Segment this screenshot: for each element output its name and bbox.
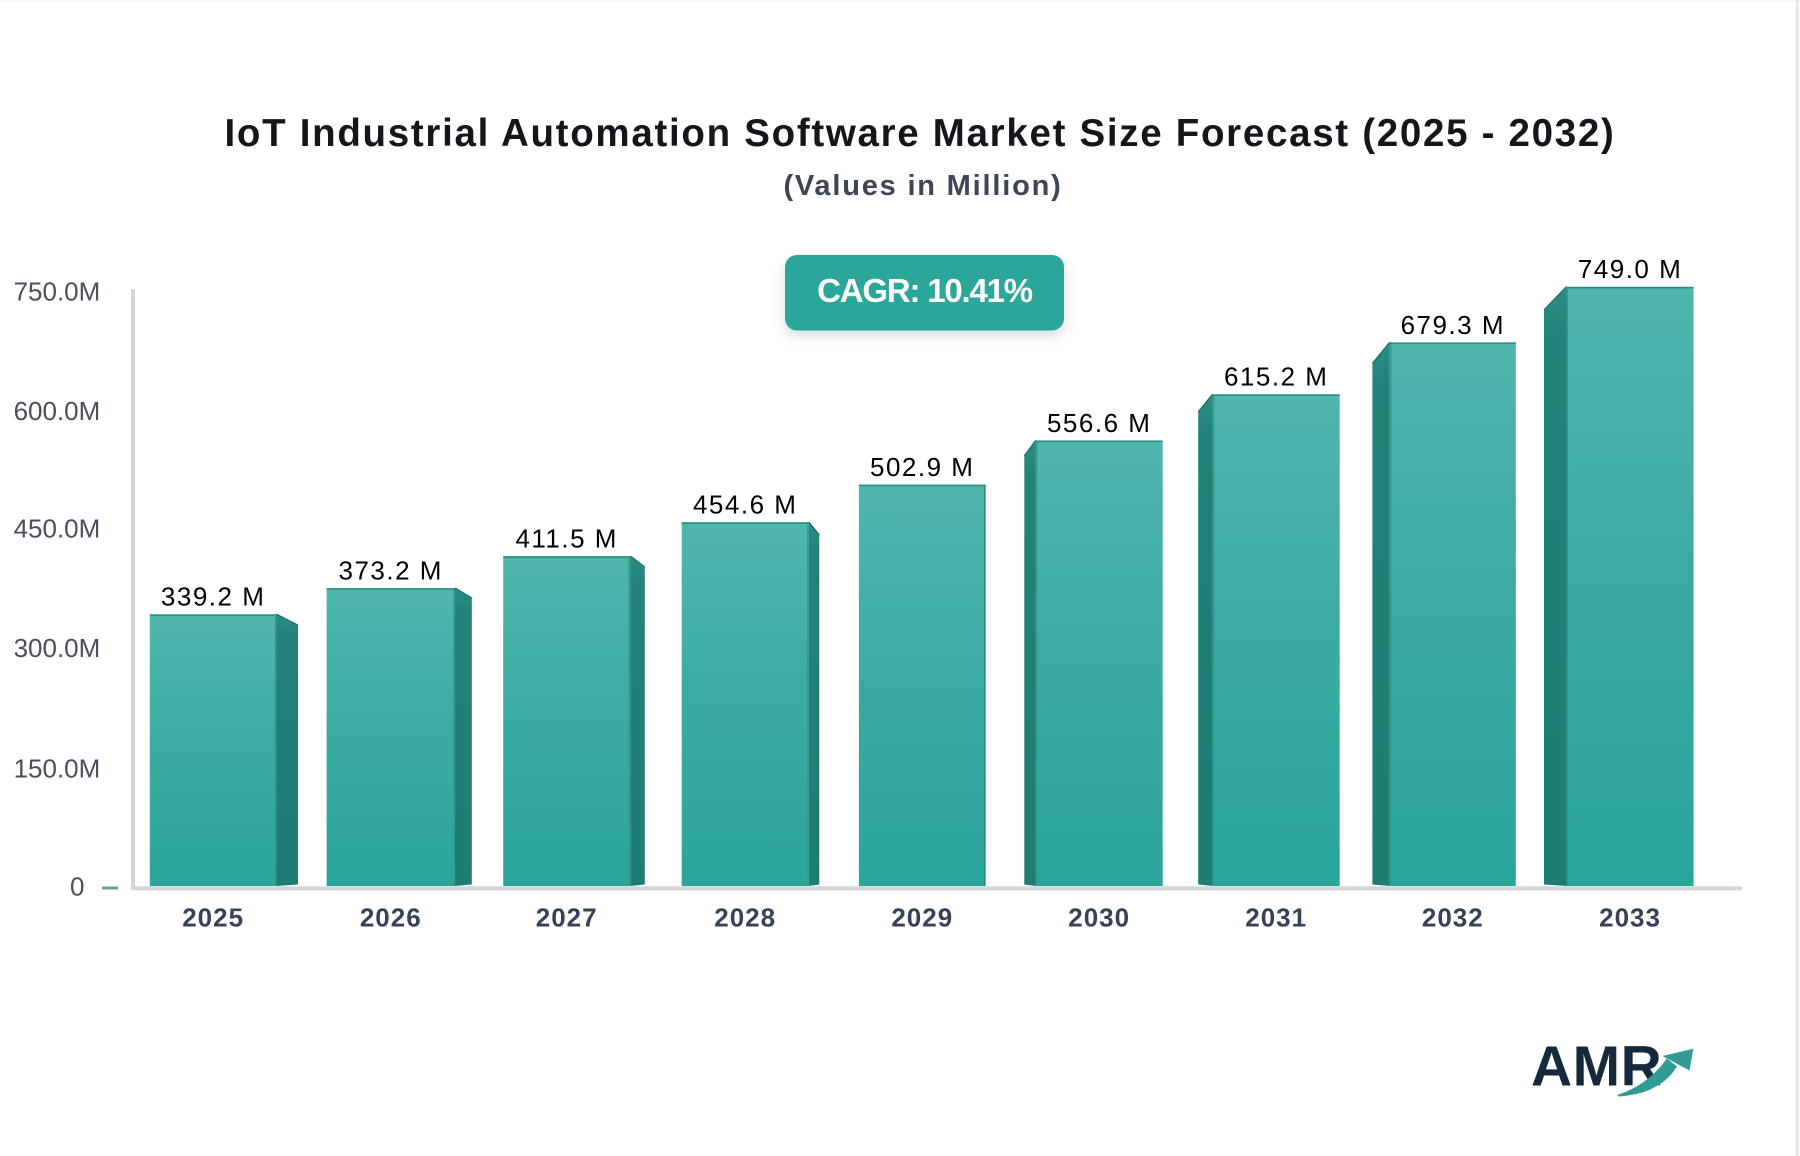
svg-text:750.0M: 750.0M xyxy=(14,276,101,306)
svg-text:749.0 M: 749.0 M xyxy=(1578,254,1682,284)
svg-text:2025: 2025 xyxy=(182,903,244,933)
svg-text:2032: 2032 xyxy=(1422,903,1484,933)
svg-text:339.2 M: 339.2 M xyxy=(161,582,265,612)
svg-text:2030: 2030 xyxy=(1068,903,1130,933)
svg-text:2026: 2026 xyxy=(360,903,422,933)
svg-text:IoT Industrial Automation Soft: IoT Industrial Automation Software Marke… xyxy=(225,112,1616,155)
svg-text:CAGR: 10.41%: CAGR: 10.41% xyxy=(817,272,1033,309)
svg-text:300.0M: 300.0M xyxy=(14,633,101,663)
svg-text:(Values in Million): (Values in Million) xyxy=(783,170,1062,202)
svg-text:2027: 2027 xyxy=(536,903,598,933)
svg-text:373.2 M: 373.2 M xyxy=(339,556,443,586)
svg-text:615.2 M: 615.2 M xyxy=(1224,362,1328,392)
svg-text:2028: 2028 xyxy=(714,903,776,933)
svg-text:411.5 M: 411.5 M xyxy=(515,524,618,554)
svg-text:679.3 M: 679.3 M xyxy=(1401,310,1505,340)
svg-text:150.0M: 150.0M xyxy=(14,753,101,783)
svg-text:2031: 2031 xyxy=(1245,903,1307,933)
svg-text:600.0M: 600.0M xyxy=(14,396,101,426)
svg-text:502.9 M: 502.9 M xyxy=(870,452,974,482)
svg-text:2033: 2033 xyxy=(1599,903,1661,933)
svg-text:0: 0 xyxy=(70,872,84,902)
svg-text:556.6 M: 556.6 M xyxy=(1047,408,1151,438)
svg-text:2029: 2029 xyxy=(891,903,953,933)
svg-text:450.0M: 450.0M xyxy=(14,514,101,544)
svg-text:454.6 M: 454.6 M xyxy=(693,490,797,520)
